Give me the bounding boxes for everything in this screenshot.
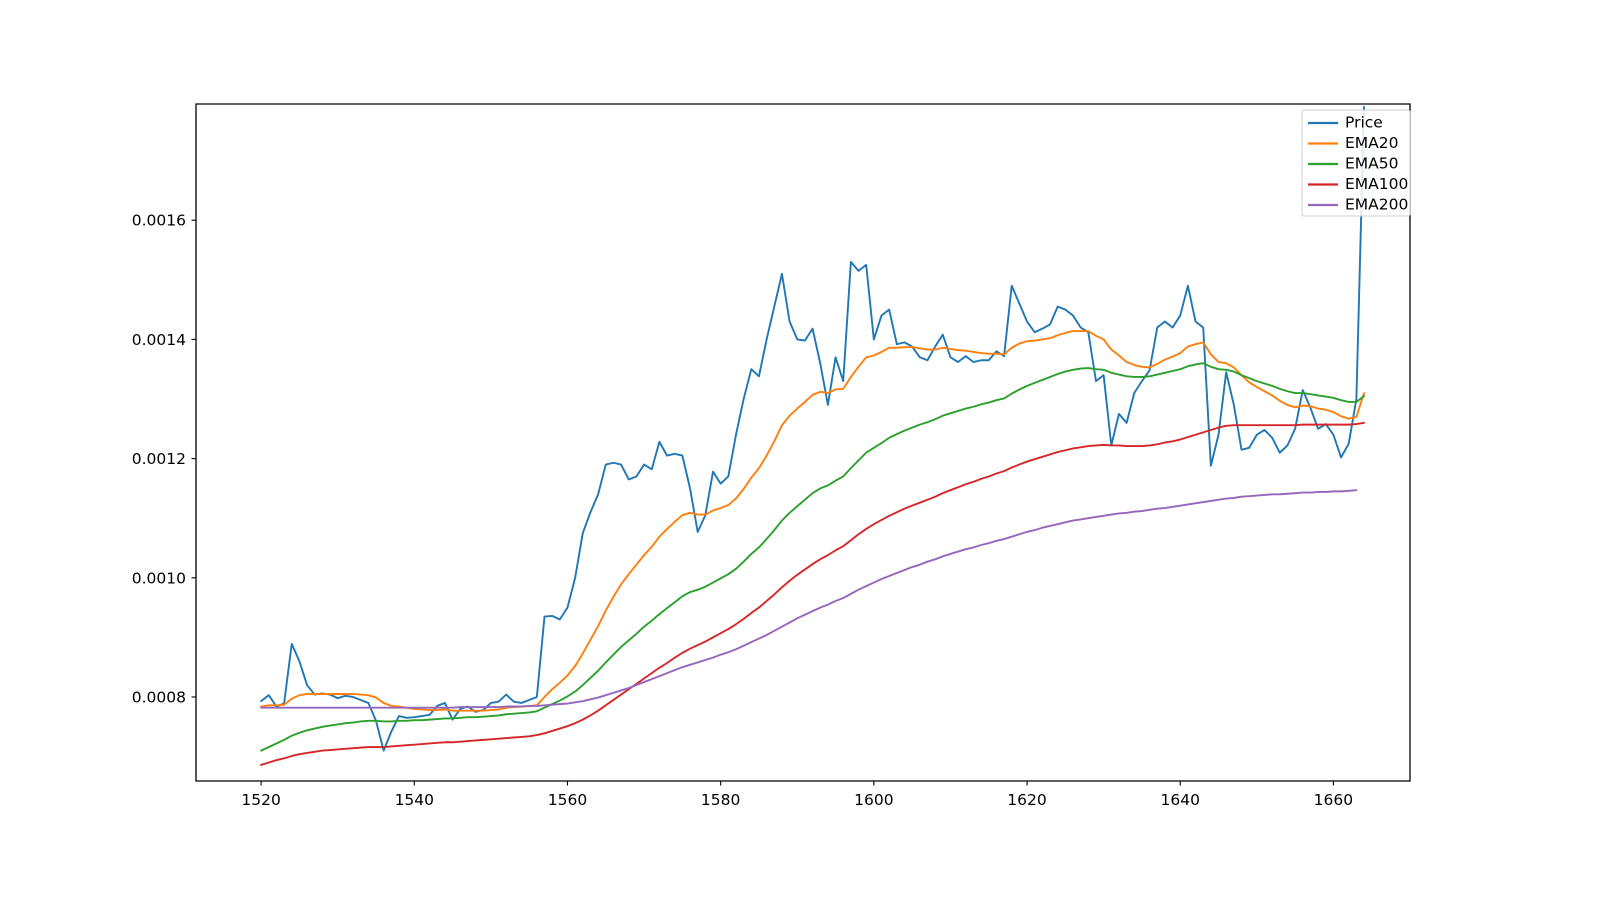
legend-label-ema50[interactable]: EMA50 [1345, 155, 1399, 173]
axes-spines [195, 103, 1411, 782]
legend-label-ema20[interactable]: EMA20 [1345, 134, 1399, 152]
x-axis-tick-marks [260, 781, 1334, 786]
x-tick-label: 1660 [1314, 791, 1353, 809]
y-tick-label: 0.0010 [132, 569, 186, 587]
x-tick-label: 1560 [548, 791, 587, 809]
legend-label-price[interactable]: Price [1345, 114, 1383, 132]
legend-label-ema200[interactable]: EMA200 [1345, 196, 1408, 214]
legend-background [1301, 109, 1411, 217]
series-line-ema100 [260, 421, 1365, 766]
y-axis-tick-marks [191, 219, 196, 698]
x-tick-label: 1580 [701, 791, 740, 809]
x-tick-label: 1640 [1160, 791, 1199, 809]
series-line-ema200 [260, 489, 1358, 709]
plot-border [195, 103, 1411, 782]
x-tick-label: 1600 [854, 791, 893, 809]
data-series-group [260, 106, 1365, 766]
x-axis-tick-labels: 1520 1540 1560 1580 1600 1620 1640 1660 [241, 791, 1353, 809]
chart-legend[interactable]: Price EMA20 EMA50 EMA100 EMA200 [1301, 109, 1411, 217]
x-tick-label: 1520 [241, 791, 280, 809]
y-tick-label: 0.0008 [132, 688, 186, 706]
y-tick-label: 0.0016 [132, 212, 186, 230]
legend-label-ema100[interactable]: EMA100 [1345, 175, 1408, 193]
plot-area-background [196, 104, 1410, 781]
series-line-ema20 [260, 330, 1365, 712]
x-tick-label: 1540 [395, 791, 434, 809]
y-tick-label: 0.0014 [132, 331, 186, 349]
series-line-ema50 [260, 362, 1365, 752]
y-tick-label: 0.0012 [132, 450, 186, 468]
y-axis-tick-labels: 0.0008 0.0010 0.0012 0.0014 0.0016 [132, 212, 186, 707]
x-tick-label: 1620 [1007, 791, 1046, 809]
series-line-price [260, 106, 1365, 752]
